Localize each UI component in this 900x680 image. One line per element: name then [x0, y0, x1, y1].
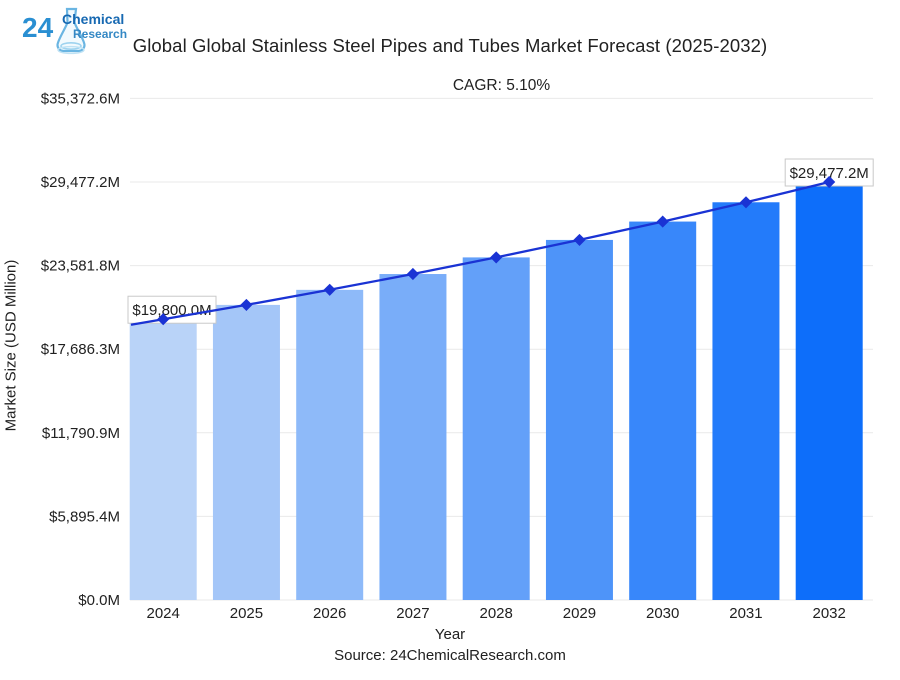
x-tick-label: 2028 [480, 605, 513, 622]
x-tick-label: 2025 [230, 605, 263, 622]
x-tick-label: 2026 [313, 605, 346, 622]
data-label: $29,477.2M [790, 165, 869, 182]
x-tick-label: 2030 [646, 605, 679, 622]
brand-number: 24 [22, 12, 54, 43]
brand-word-chemical: Chemical [62, 11, 125, 27]
x-tick-label: 2031 [729, 605, 762, 622]
y-tick-label: $11,790.9M [42, 425, 120, 442]
line-marker [323, 283, 336, 296]
bar-2024 [129, 319, 197, 600]
y-axis-title: Market Size (USD Million) [2, 259, 20, 432]
x-tick-label: 2027 [396, 605, 429, 622]
brand-word-research: Research [73, 27, 128, 41]
line-marker [490, 251, 503, 264]
y-tick-label: $5,895.4M [49, 508, 120, 525]
flask-icon [56, 7, 86, 55]
line-marker [240, 298, 253, 311]
bar-2029 [545, 239, 613, 601]
y-tick-label: $17,686.3M [41, 341, 120, 358]
bar-2025 [212, 304, 280, 600]
x-tick-label: 2029 [563, 605, 596, 622]
trend-line [130, 180, 830, 326]
line-marker [157, 313, 170, 326]
bar-2026 [296, 289, 364, 600]
bar-2031 [712, 202, 780, 600]
chart-title: Global Global Stainless Steel Pipes and … [132, 35, 768, 56]
y-tick-label: $35,372.6M [41, 90, 120, 107]
line-marker [406, 267, 419, 281]
x-tick-label: 2024 [147, 605, 180, 622]
x-axis-title: Year [434, 626, 466, 643]
bar-2030 [629, 221, 697, 600]
bar-2027 [379, 274, 447, 600]
cagr-label: CAGR: 5.10% [452, 77, 551, 94]
brand-logo: 24 Chemical Research [20, 6, 150, 56]
source-note: Source: 24ChemicalResearch.com [334, 647, 566, 664]
x-tick-label: 2032 [813, 605, 846, 622]
y-tick-label: $0.0M [78, 592, 120, 609]
bar-2028 [462, 257, 530, 600]
bar-2032 [795, 181, 863, 601]
y-tick-label: $29,477.2M [41, 174, 120, 191]
y-tick-label: $23,581.8M [41, 258, 120, 275]
